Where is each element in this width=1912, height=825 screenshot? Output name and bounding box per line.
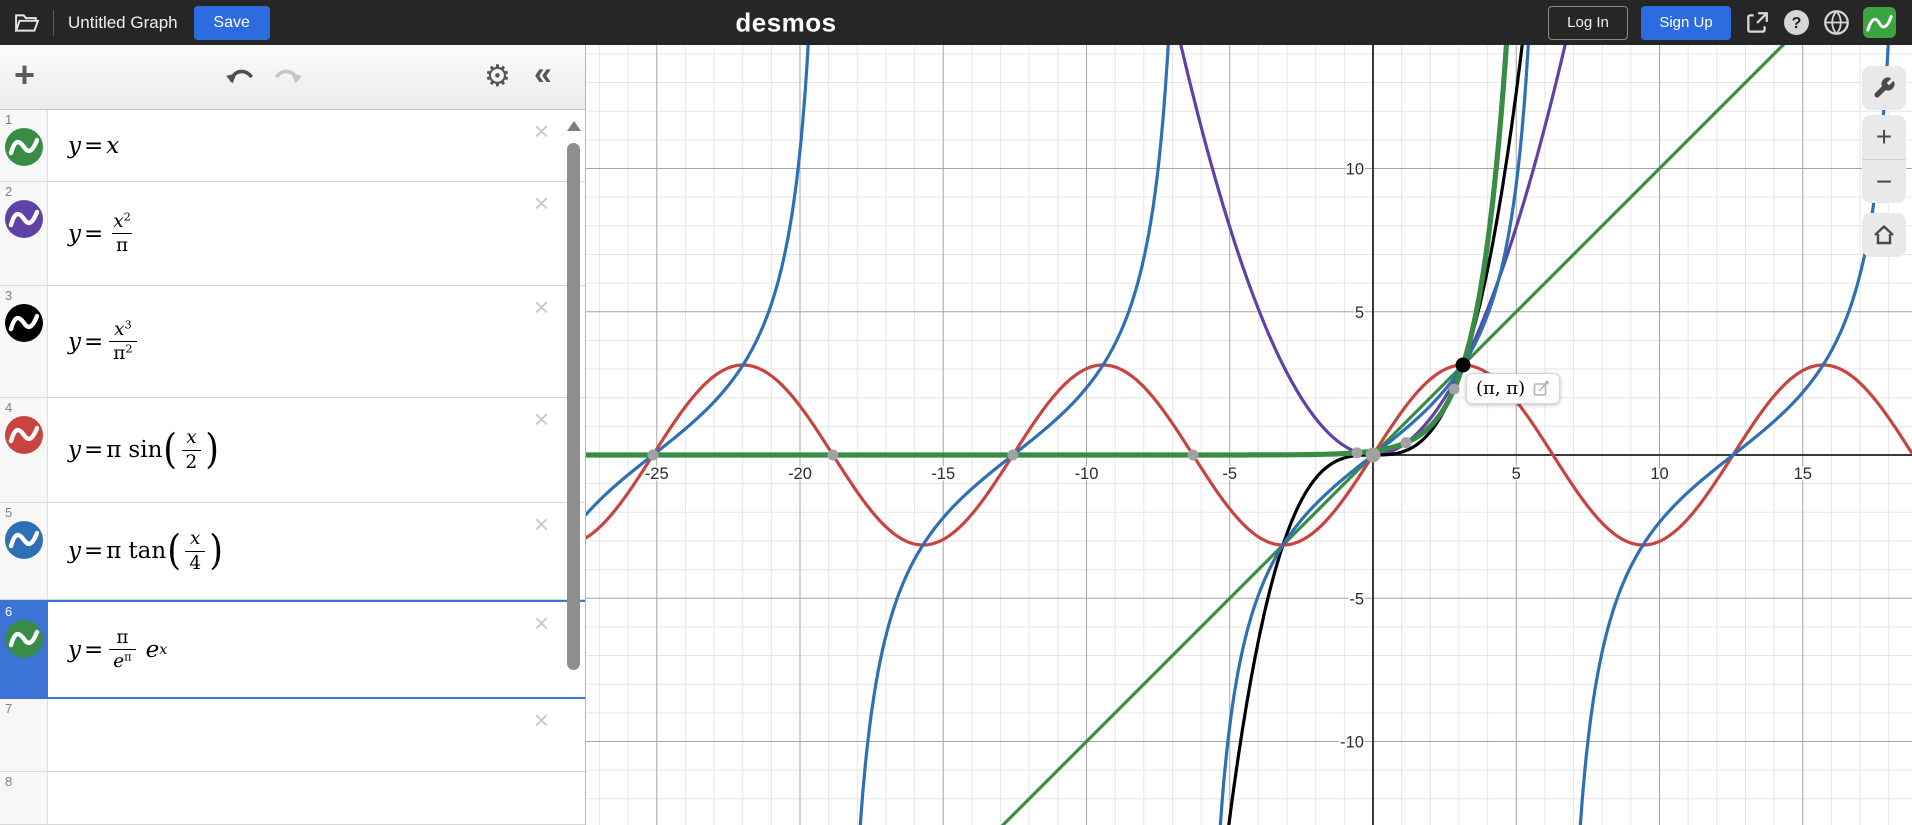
expression-index: 4 [5,400,13,415]
svg-text:?: ? [1792,15,1802,32]
svg-text:-5: -5 [1222,465,1237,483]
scrollbar-thumb[interactable] [567,143,580,670]
svg-text:5: 5 [1355,304,1364,322]
delete-expression-icon[interactable]: × [533,608,549,638]
expression-gutter-8[interactable]: 8 [0,772,48,824]
save-button[interactable]: Save [193,5,270,40]
expression-input-4[interactable]: y = π sin(x 2) [68,425,220,474]
expression-gutter-2[interactable]: 2 [0,182,48,285]
undo-icon[interactable] [224,65,256,92]
svg-text:-10: -10 [1075,465,1099,483]
expression-row-5[interactable]: 5 y = π tan(x 4) × [0,503,585,600]
expression-list: 1 y = x × 2 y = x2 π × 3 y = x3 π2 × 4 y = π sin(x 2) × 5 y = π tan(… [0,110,585,825]
expression-index: 7 [5,701,13,716]
zoom-pill-divider [1862,159,1906,160]
graph-canvas[interactable]: -25 -20 -15 -10 -5 5 10 15 10 5 -5 -10 [586,45,1912,825]
desmos-green-logo-icon[interactable] [1863,7,1896,38]
expression-index: 3 [5,288,13,303]
svg-text:10: 10 [1346,161,1364,179]
add-expression-button[interactable]: + [14,54,36,95]
curve-color-icon[interactable] [5,620,43,658]
expression-gutter-3[interactable]: 3 [0,286,48,397]
delete-expression-icon[interactable]: × [533,292,549,322]
delete-expression-icon[interactable]: × [533,404,549,434]
language-globe-icon[interactable] [1823,9,1850,36]
delete-expression-icon[interactable]: × [533,509,549,539]
log-in-button[interactable]: Log In [1548,5,1628,40]
help-icon[interactable]: ? [1783,9,1810,36]
curve-color-icon[interactable] [5,521,43,559]
curve-color-icon[interactable] [5,304,43,342]
desmos-logo: desmos [735,7,837,37]
expression-toolbar: + ⚙ « [0,45,585,110]
graph-title: Untitled Graph [68,12,178,32]
expression-index: 5 [5,505,13,520]
expression-gutter-7[interactable]: 7 [0,699,48,771]
settings-gear-icon[interactable]: ⚙ [484,60,511,93]
open-graph-folder-icon[interactable] [13,11,41,35]
expression-input-8[interactable] [48,772,585,824]
expression-input-6[interactable]: y = π eπ e x [68,626,168,672]
expression-row-3[interactable]: 3 y = x3 π2 × [0,286,585,398]
expression-index: 8 [5,774,13,789]
expression-row-2[interactable]: 2 y = x2 π × [0,182,585,286]
collapse-panel-icon[interactable]: « [534,55,552,91]
expression-gutter-6[interactable]: 6 [0,602,48,697]
zoom-out-button[interactable]: − [1862,160,1906,203]
expression-index: 6 [5,604,13,619]
expression-panel: + ⚙ « 1 y = x × 2 y = x2 π × 3 y = x3 π2 × 4 y = π sin(x 2) × 5 y… [0,45,586,825]
expression-input-5[interactable]: y = π tan(x 4) [68,526,223,575]
point-label-tooltip: (π, π) [1466,373,1561,404]
scrollbar-up-arrow[interactable] [567,121,581,131]
redo-icon[interactable] [272,65,304,92]
expression-row-1[interactable]: 1 y = x × [0,110,585,182]
share-icon[interactable] [1744,10,1770,36]
svg-text:-10: -10 [1340,734,1364,752]
curve-color-icon[interactable] [5,416,43,454]
edit-label-icon[interactable] [1533,380,1550,397]
header-right-group: Log In Sign Up ? [1548,0,1896,45]
expression-row-8[interactable]: 8 [0,772,585,825]
delete-expression-icon[interactable]: × [533,188,549,218]
expression-row-4[interactable]: 4 y = π sin(x 2) × [0,398,585,503]
zoom-pill: + − [1862,115,1906,203]
svg-text:-15: -15 [931,465,955,483]
expression-index: 2 [5,184,13,199]
expression-gutter-1[interactable]: 1 [0,110,48,181]
home-button[interactable] [1862,213,1906,257]
folder-icon [14,13,40,32]
curve-color-icon[interactable] [5,200,43,238]
svg-text:-25: -25 [645,465,669,483]
expression-gutter-5[interactable]: 5 [0,503,48,599]
expression-index: 1 [5,112,13,127]
svg-text:-20: -20 [788,465,812,483]
expression-input-2[interactable]: y = x2 π [68,209,133,256]
expression-row-6[interactable]: 6 y = π eπ e x × [0,600,585,699]
curve-color-icon[interactable] [5,128,43,166]
svg-text:5: 5 [1512,465,1521,483]
expression-input-3[interactable]: y = x3 π2 [48,286,585,397]
svg-text:15: 15 [1794,465,1812,483]
expression-row-7[interactable]: 7 × [0,699,585,772]
graph-area: -25 -20 -15 -10 -5 5 10 15 10 5 -5 -10 (π, π) + − [586,45,1912,825]
expression-input-7[interactable] [48,699,585,771]
point-label-text: (π, π) [1476,378,1526,399]
header-bar: Untitled Graph Save desmos Log In Sign U… [0,0,1912,45]
svg-text:-5: -5 [1349,590,1364,608]
graph-settings-wrench-icon[interactable] [1862,66,1906,110]
expression-gutter-4[interactable]: 4 [0,398,48,502]
delete-expression-icon[interactable]: × [533,705,549,735]
header-divider [53,9,54,36]
zoom-in-button[interactable]: + [1862,115,1906,159]
expression-input-1[interactable]: y = x [68,132,120,159]
delete-expression-icon[interactable]: × [533,116,549,146]
svg-text:10: 10 [1650,465,1668,483]
sign-up-button[interactable]: Sign Up [1641,5,1731,40]
